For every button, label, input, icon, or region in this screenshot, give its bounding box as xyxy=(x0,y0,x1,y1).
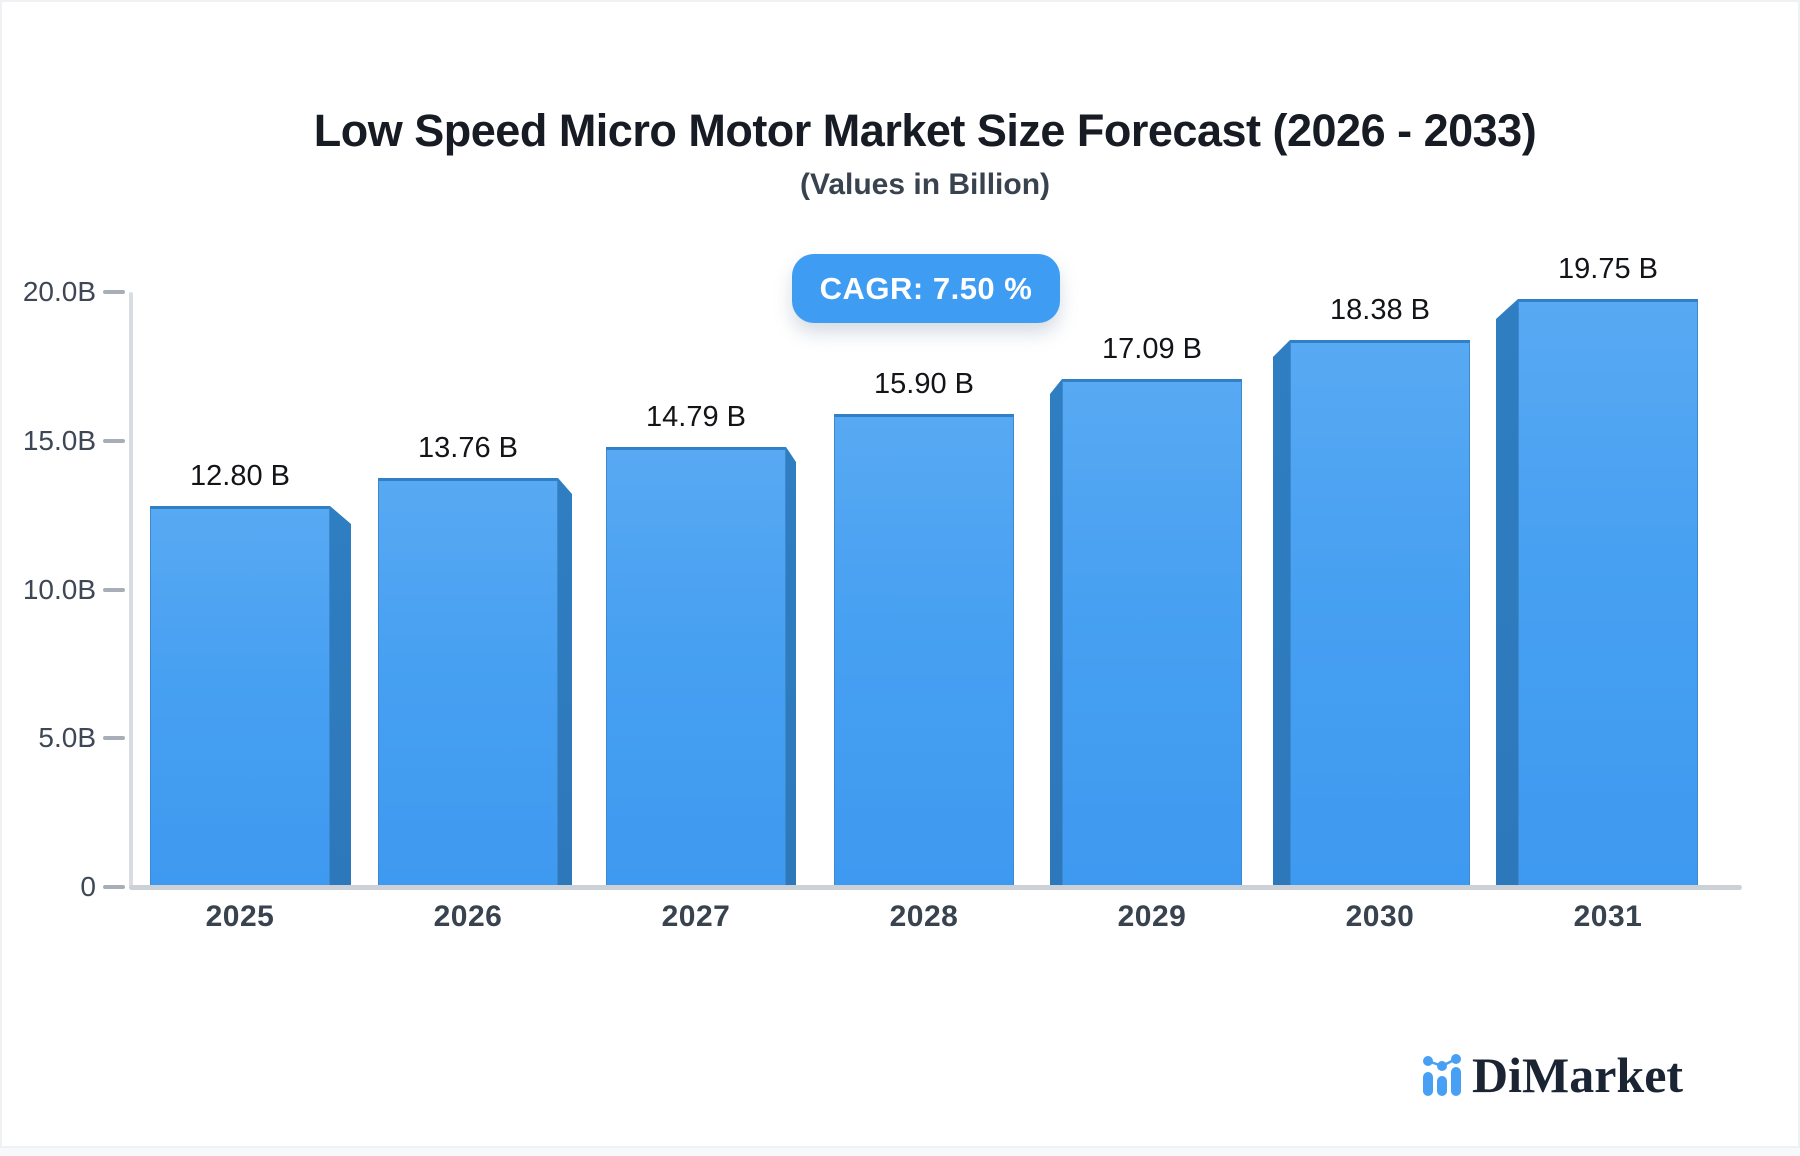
bar-front-face xyxy=(1518,299,1698,887)
bar-value-label: 15.90 B xyxy=(874,368,974,400)
bar-front-face xyxy=(834,414,1014,887)
brand-logo: DiMarket xyxy=(1420,1040,1683,1100)
x-axis-label: 2030 xyxy=(1345,900,1415,933)
y-axis-tick-label: 5.0B xyxy=(38,722,96,754)
bar-front-face xyxy=(1062,379,1242,887)
bar-value-label: 14.79 B xyxy=(646,401,746,433)
x-axis-label: 2027 xyxy=(661,900,731,933)
bar-side-face-left xyxy=(1273,340,1290,887)
bar-side-face-left xyxy=(1050,379,1062,887)
y-axis-tick-mark xyxy=(103,438,125,443)
y-axis-tick-label: 15.0B xyxy=(22,424,96,456)
bar-value-label: 19.75 B xyxy=(1558,253,1658,285)
chart-subtitle: (Values in Billion) xyxy=(799,168,1051,201)
y-axis-tick-mark xyxy=(103,290,125,294)
x-axis-label: 2025 xyxy=(205,900,275,933)
bar-value-label: 12.80 B xyxy=(190,460,290,492)
bar-side-face-right xyxy=(558,478,572,887)
bar-side-face-left xyxy=(1496,299,1518,887)
cagr-badge-label: CAGR: 7.50 % xyxy=(819,270,1033,306)
y-axis-line xyxy=(129,292,133,887)
bar-line-chart-icon xyxy=(1423,1054,1461,1096)
y-axis-tick-label: 20.0B xyxy=(22,276,96,307)
x-axis-label: 2029 xyxy=(1117,900,1187,933)
bar-front-face xyxy=(606,447,786,887)
y-axis-tick-mark xyxy=(103,885,125,889)
brand-logo-text: DiMarket xyxy=(1472,1047,1684,1103)
bar-front-face xyxy=(1290,340,1470,887)
x-axis-line xyxy=(129,885,1742,890)
bar-side-face-right xyxy=(786,447,796,887)
x-axis-label: 2028 xyxy=(889,900,959,933)
y-axis-tick-mark xyxy=(103,736,125,741)
chart-title: Low Speed Micro Motor Market Size Foreca… xyxy=(313,105,1537,156)
bar-value-label: 17.09 B xyxy=(1102,333,1202,365)
bar-value-label: 18.38 B xyxy=(1330,294,1430,326)
bar-value-label: 13.76 B xyxy=(418,432,518,464)
y-axis-tick-label: 0 xyxy=(80,871,96,902)
x-axis-label: 2026 xyxy=(433,900,503,933)
y-axis-tick-mark xyxy=(103,587,125,592)
x-axis-label: 2031 xyxy=(1573,900,1643,933)
bar-side-face-right xyxy=(330,506,351,887)
y-axis-tick-label: 10.0B xyxy=(22,573,96,605)
cagr-badge: CAGR: 7.50 % xyxy=(792,254,1060,323)
bar-front-face xyxy=(150,506,330,887)
bar-front-face xyxy=(378,478,558,887)
